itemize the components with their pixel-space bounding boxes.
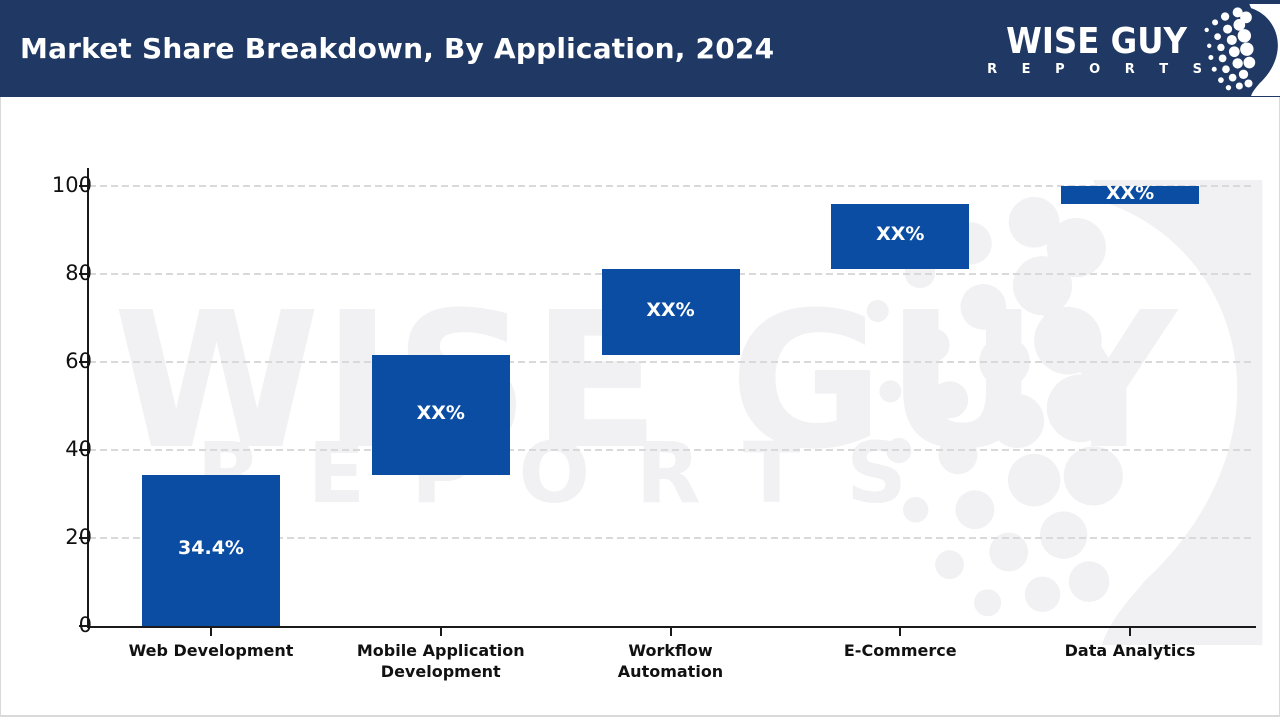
bar-value-label: XX% [876, 223, 925, 246]
x-tick-label: E-Commerce [843, 641, 957, 660]
y-tick-label: 100 [51, 173, 92, 197]
brand-name: WISE GUY [1006, 21, 1187, 62]
x-tick-label: Workflow Automation [617, 641, 724, 681]
gridline-60 [89, 361, 1255, 363]
page-title: Market Share Breakdown, By Application, … [20, 32, 775, 65]
x-axis-spine [87, 626, 1256, 628]
gridline-40 [89, 449, 1255, 451]
y-tick-label: 60 [65, 349, 92, 373]
bar-e-commerce [831, 203, 970, 269]
bar-value-label: 34.4% [178, 537, 244, 560]
x-tick-mark [669, 628, 672, 636]
y-tick-label: 80 [65, 261, 92, 285]
watermark-face-icon [866, 180, 1263, 645]
x-tick-label: Web Development [128, 641, 294, 660]
x-tick-label: Mobile Application Development [356, 641, 525, 681]
bar-value-label: XX% [646, 298, 695, 321]
gridline-20 [89, 537, 1255, 539]
header-banner: Market Share Breakdown, By Application, … [0, 0, 1280, 97]
y-tick-label: 20 [65, 525, 92, 549]
x-tick-mark [899, 628, 902, 636]
y-tick-mark [79, 625, 87, 627]
bar-value-label: XX% [416, 401, 465, 424]
brand-subtitle: R E P O R T S [987, 62, 1212, 77]
y-tick-mark [79, 361, 87, 363]
brand-face-icon [1204, 4, 1280, 96]
bar-mobile-application-development [371, 354, 510, 475]
bar-value-label: XX% [1105, 181, 1155, 204]
gridline-100 [89, 185, 1255, 187]
y-tick-mark [79, 273, 87, 275]
y-tick-mark [79, 449, 87, 451]
y-axis-spine [87, 168, 89, 628]
x-tick-mark [1129, 628, 1131, 636]
y-tick-label: 0 [78, 613, 92, 637]
y-tick-mark [79, 185, 87, 187]
watermark-subtext: REPORTS [197, 424, 953, 522]
bar-data-analytics [1061, 186, 1199, 204]
brand-logo-text: WISE GUY R E P O R T S [981, 21, 1212, 78]
y-tick-mark [79, 537, 87, 539]
x-tick-mark [439, 628, 442, 636]
bar-web-development [142, 474, 280, 626]
y-tick-label: 40 [65, 437, 92, 461]
x-tick-mark [210, 628, 212, 636]
x-tick-label: Data Analytics [1064, 641, 1196, 660]
bar-workflow-automation [601, 268, 740, 355]
brand-logo: WISE GUY R E P O R T S [987, 0, 1280, 97]
